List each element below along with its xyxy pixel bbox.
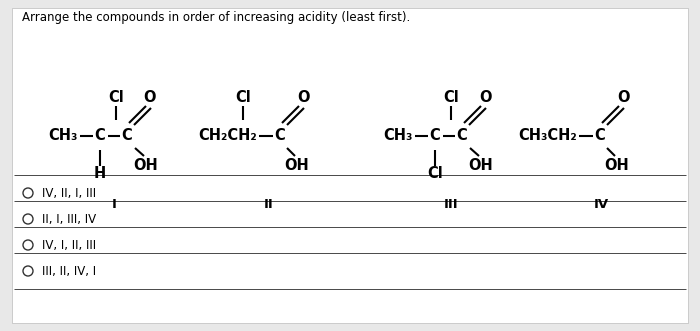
Text: C: C (94, 128, 106, 144)
Text: O: O (144, 90, 156, 106)
Text: Arrange the compounds in order of increasing acidity (least first).: Arrange the compounds in order of increa… (22, 11, 410, 24)
Text: CH₃: CH₃ (384, 128, 413, 144)
Text: IV, I, II, III: IV, I, II, III (42, 239, 96, 252)
Text: O: O (297, 90, 309, 106)
Text: IV, II, I, III: IV, II, I, III (42, 186, 96, 200)
Text: CH₂CH₂: CH₂CH₂ (198, 128, 257, 144)
FancyBboxPatch shape (12, 8, 688, 323)
Text: II, I, III, IV: II, I, III, IV (42, 213, 96, 225)
Text: C: C (594, 128, 606, 144)
Text: II: II (264, 198, 274, 211)
Text: CH₃CH₂: CH₃CH₂ (518, 128, 577, 144)
Text: CH₃: CH₃ (48, 128, 78, 144)
Text: C: C (456, 128, 468, 144)
Text: Cl: Cl (427, 166, 443, 181)
Text: I: I (111, 198, 116, 211)
Text: O: O (479, 90, 491, 106)
Text: OH: OH (134, 159, 158, 173)
Text: C: C (122, 128, 132, 144)
Text: IV: IV (594, 198, 608, 211)
Text: OH: OH (468, 159, 493, 173)
Text: C: C (430, 128, 440, 144)
Text: H: H (94, 166, 106, 181)
Text: O: O (617, 90, 629, 106)
Text: Cl: Cl (235, 90, 251, 106)
Text: III, II, IV, I: III, II, IV, I (42, 264, 96, 277)
Text: C: C (274, 128, 286, 144)
Text: Cl: Cl (108, 90, 124, 106)
Text: OH: OH (605, 159, 629, 173)
Text: Cl: Cl (443, 90, 459, 106)
Text: OH: OH (285, 159, 309, 173)
Text: III: III (444, 198, 458, 211)
